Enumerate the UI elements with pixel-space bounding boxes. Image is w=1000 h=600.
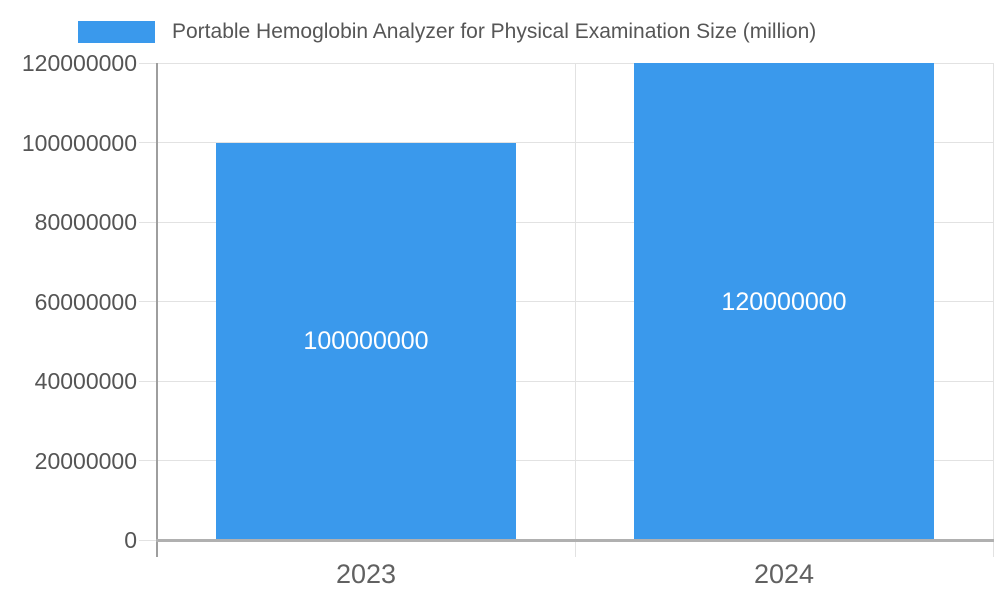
y-gridline: [139, 460, 993, 461]
y-gridline: [139, 380, 993, 382]
y-axis-tick-label: 60000000: [34, 288, 137, 315]
y-axis-tick-label: 120000000: [21, 50, 137, 76]
legend: Portable Hemoglobin Analyzer for Physica…: [78, 20, 817, 43]
y-gridline: [139, 62, 993, 64]
bar-value-label: 120000000: [721, 287, 847, 316]
x-axis-label: 2023: [335, 559, 397, 589]
bar-2023[interactable]: [215, 142, 517, 540]
legend-label: Portable Hemoglobin Analyzer for Physica…: [172, 20, 817, 43]
y-axis-tick-label: 80000000: [34, 209, 137, 235]
y-axis-line: [156, 63, 158, 557]
y-gridline: [139, 221, 993, 223]
y-gridline: [139, 142, 993, 143]
x-boundary-gridline: [574, 63, 576, 557]
bar-2024[interactable]: [633, 63, 935, 540]
y-axis-tick-label: 0: [124, 527, 137, 553]
x-boundary-gridline: [992, 63, 994, 557]
x-axis-line: [156, 539, 994, 542]
y-axis-tick-label: 100000000: [21, 129, 137, 156]
x-axis-label: 2024: [753, 559, 815, 589]
y-gridline: [139, 301, 993, 302]
y-axis-tick-label: 20000000: [34, 447, 137, 474]
bar-value-label: 100000000: [303, 327, 429, 356]
y-axis-tick-label: 40000000: [34, 368, 137, 394]
legend-swatch: [78, 21, 155, 43]
